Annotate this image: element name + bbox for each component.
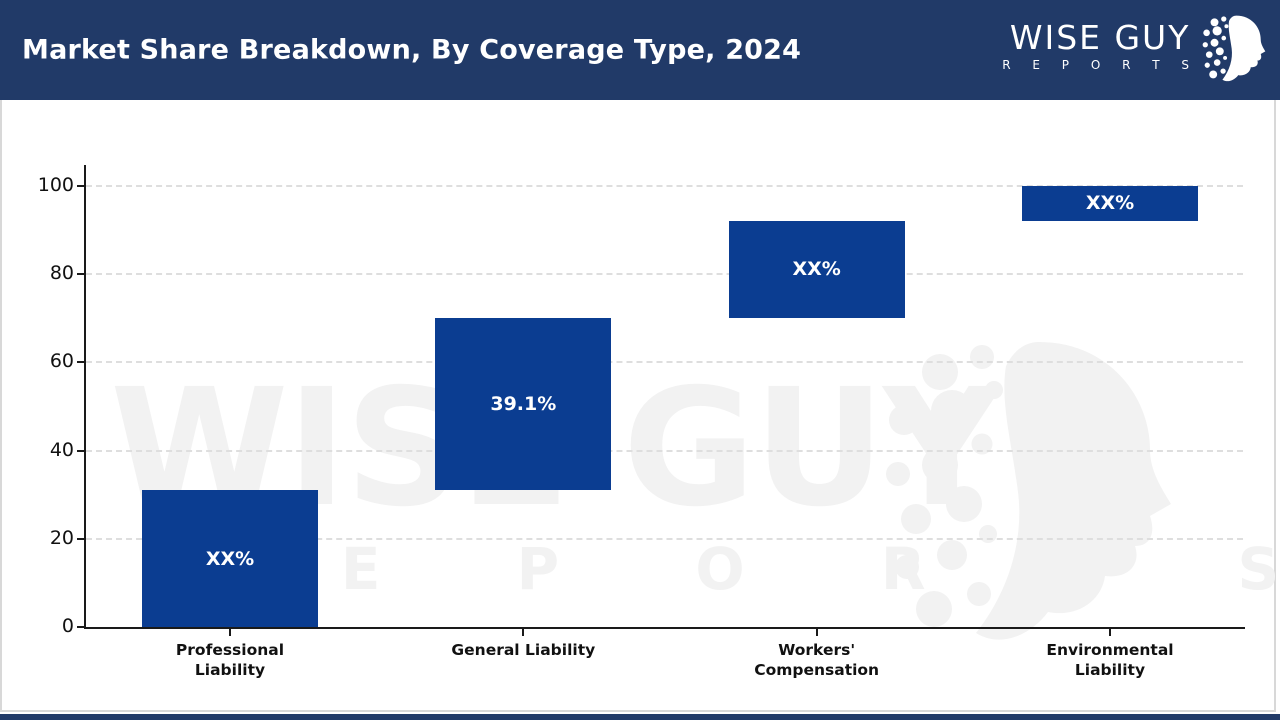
logo-text: WISE GUY R E P O R T S (1002, 18, 1198, 73)
watermark-wise-guy: WISE GUY (110, 355, 1001, 543)
footer-band (0, 714, 1280, 720)
head-profile-dots-icon (1202, 15, 1266, 82)
wise-guy-reports-logo: WISE GUY R E P O R T S (1002, 6, 1266, 94)
header-band: Market Share Breakdown, By Coverage Type… (0, 0, 1280, 100)
chart-canvas: WISE GUY R E P O R T S (0, 100, 1279, 712)
logo-name: WISE GUY (1009, 18, 1191, 57)
logo-subtitle: R E P O R T S (1002, 58, 1198, 73)
chart-title: Market Share Breakdown, By Coverage Type… (22, 34, 802, 66)
watermark-head-profile-icon (886, 342, 1171, 640)
